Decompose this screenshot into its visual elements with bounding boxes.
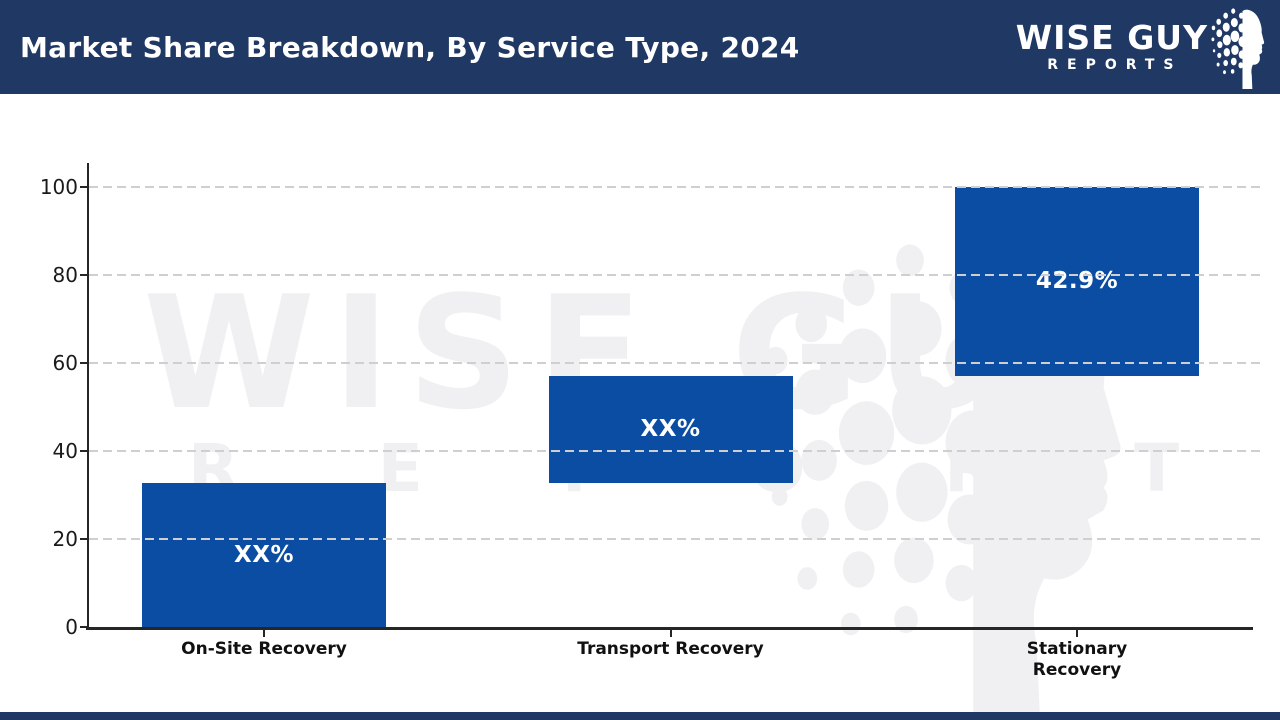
y-axis-line <box>87 163 89 630</box>
bar-value-label-transport-recovery: XX% <box>640 416 701 443</box>
y-tick-40 <box>80 450 87 452</box>
y-tick-100 <box>80 186 87 188</box>
page-title: Market Share Breakdown, By Service Type,… <box>20 30 800 64</box>
bar-transport-recovery: XX% <box>548 375 793 483</box>
y-tick-label-60: 60 <box>52 351 78 375</box>
header-band: Market Share Breakdown, By Service Type,… <box>0 0 1280 94</box>
x-category-label-transport-recovery: Transport Recovery <box>577 639 764 659</box>
y-tick-80 <box>80 274 87 276</box>
brand-logo-wiseguy: WISE GUY <box>1015 18 1208 57</box>
footer-band <box>0 712 1280 720</box>
gridline-y-60 <box>89 362 1262 364</box>
y-tick-label-20: 20 <box>52 527 78 551</box>
x-tick-stationary-recovery <box>1076 630 1078 637</box>
bar-value-label-on-site-recovery: XX% <box>233 541 294 568</box>
gridline-y-100 <box>89 186 1262 188</box>
x-axis-line <box>86 627 1253 630</box>
bar-value-label-stationary-recovery: 42.9% <box>1035 268 1119 295</box>
x-category-label-stationary-recovery: Stationary Recovery <box>1026 639 1128 680</box>
bar-stationary-recovery: 42.9% <box>955 187 1199 376</box>
y-tick-label-0: 0 <box>65 615 78 639</box>
gridline-y-40 <box>89 450 1262 452</box>
brand-logo: WISE GUY REPORTS <box>1016 4 1268 90</box>
gridline-y-20 <box>89 538 1262 540</box>
y-tick-0 <box>80 626 87 628</box>
brand-logo-reports: REPORTS <box>1047 57 1183 73</box>
gridline-y-80 <box>89 274 1262 276</box>
y-tick-label-80: 80 <box>52 263 78 287</box>
x-category-label-on-site-recovery: On-Site Recovery <box>181 639 347 659</box>
y-tick-label-40: 40 <box>52 439 78 463</box>
brand-dotted-face-icon <box>1211 8 1265 89</box>
y-tick-20 <box>80 538 87 540</box>
y-tick-label-100: 100 <box>39 175 78 199</box>
y-tick-60 <box>80 362 87 364</box>
bar-on-site-recovery: XX% <box>142 482 386 627</box>
x-tick-transport-recovery <box>669 630 672 637</box>
brand-logo-text: WISE GUY REPORTS <box>1015 18 1208 74</box>
x-tick-on-site-recovery <box>263 630 265 637</box>
